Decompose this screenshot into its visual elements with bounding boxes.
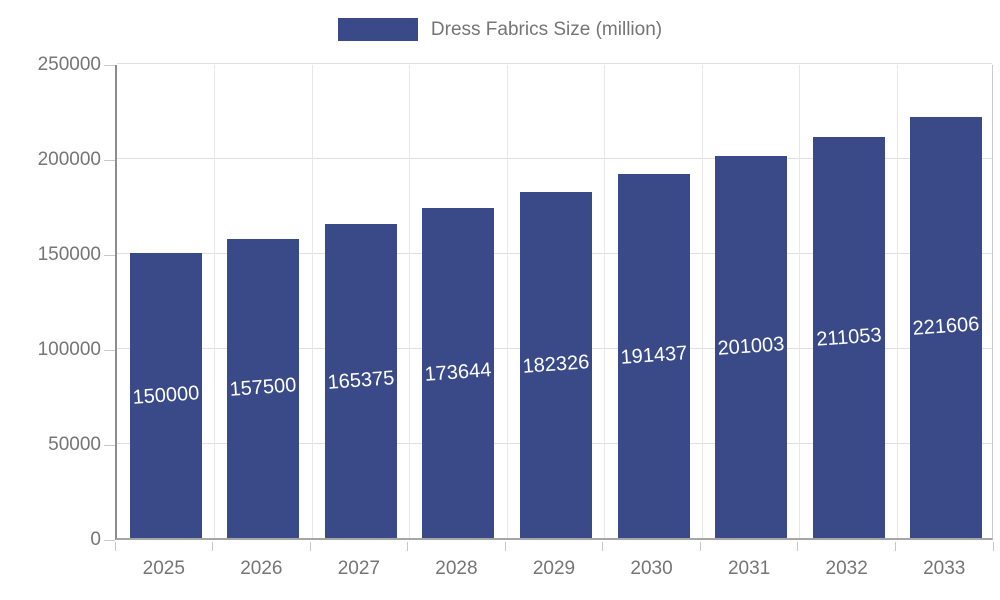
bar: 211053 (812, 137, 885, 538)
legend-swatch-icon (337, 18, 418, 41)
x-tick-mark (797, 542, 799, 551)
bar: 173644 (422, 208, 495, 538)
bar: 182326 (520, 191, 592, 538)
x-tick-mark (114, 542, 116, 551)
x-tick-mark (407, 542, 409, 551)
y-tick-label: 50000 (48, 434, 101, 455)
plot-area: 150000 157500 165375 173644 182326 191437 2010… (115, 63, 993, 540)
v-gridline (214, 65, 216, 538)
y-tick-mark (104, 539, 115, 541)
x-tick-label: 2025 (142, 558, 185, 579)
bar-value-label: 201003 (717, 333, 786, 360)
bar: 221606 (910, 116, 983, 538)
bar-value-label: 165375 (326, 367, 395, 394)
bar: 150000 (129, 253, 202, 538)
bar: 201003 (715, 156, 788, 538)
v-gridline (506, 65, 508, 538)
v-gridline (896, 65, 898, 538)
legend-label: Dress Fabrics Size (million) (430, 19, 663, 40)
x-tick-mark (602, 542, 604, 551)
x-tick-mark (699, 542, 701, 551)
y-tick-mark (104, 159, 115, 161)
v-gridline (311, 65, 313, 538)
y-tick-mark (104, 64, 115, 66)
bar-value-label: 211053 (815, 323, 882, 351)
x-tick-label: 2026 (240, 558, 283, 579)
h-gridline (117, 158, 992, 159)
y-tick-mark (104, 349, 115, 351)
x-tick-label: 2030 (630, 558, 673, 579)
y-tick-mark (104, 254, 115, 256)
x-tick-label: 2032 (825, 558, 868, 579)
bar: 191437 (617, 174, 690, 538)
v-gridline (799, 65, 801, 538)
bar: 157500 (227, 238, 300, 538)
x-tick-label: 2031 (727, 558, 771, 579)
bar-value-label: 182326 (521, 350, 591, 378)
bar-value-label: 221606 (912, 313, 981, 341)
v-gridline (701, 65, 703, 538)
x-tick-mark (992, 542, 994, 551)
y-tick-label: 100000 (37, 339, 101, 360)
v-gridline (409, 65, 411, 538)
v-gridline (604, 65, 606, 538)
bar: 165375 (324, 223, 397, 538)
y-tick-label: 250000 (37, 54, 101, 75)
y-tick-mark (104, 444, 115, 446)
x-tick-label: 2029 (532, 558, 576, 579)
x-tick-label: 2027 (337, 558, 381, 579)
y-tick-label: 0 (90, 529, 101, 550)
x-tick-label: 2028 (435, 558, 478, 579)
bar-value-label: 173644 (424, 359, 493, 386)
bar-value-label: 157500 (229, 374, 298, 402)
x-tick-mark (504, 542, 506, 551)
x-tick-mark (894, 542, 896, 551)
x-tick-label: 2033 (923, 558, 966, 579)
x-tick-mark (212, 542, 214, 551)
bar-value-label: 191437 (619, 342, 688, 369)
bar-value-label: 150000 (131, 381, 200, 409)
legend: Dress Fabrics Size (million) (0, 18, 1000, 41)
x-tick-mark (309, 542, 311, 551)
y-tick-label: 200000 (37, 149, 101, 170)
y-tick-label: 150000 (37, 244, 101, 265)
h-gridline (117, 63, 992, 64)
